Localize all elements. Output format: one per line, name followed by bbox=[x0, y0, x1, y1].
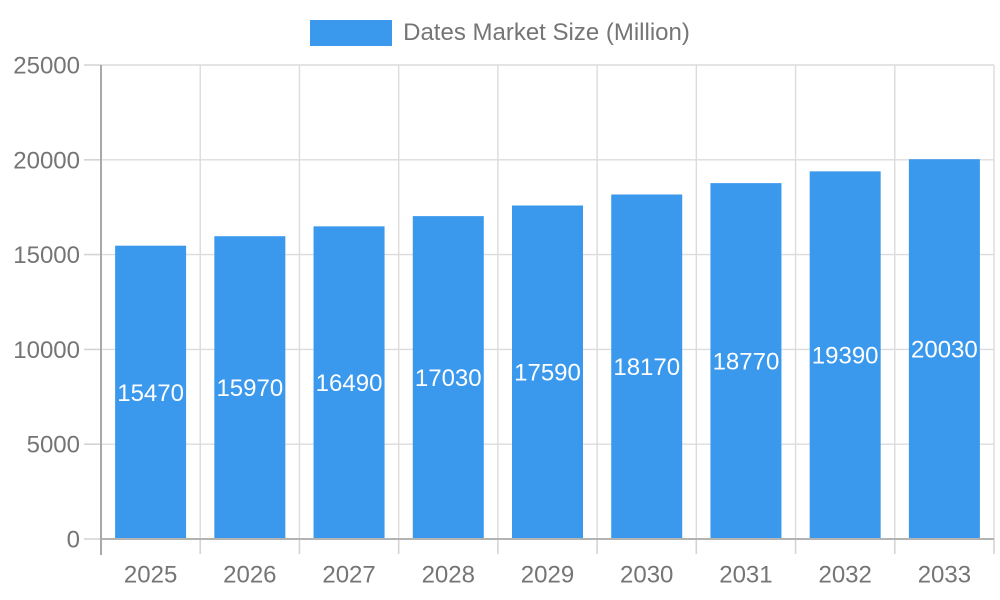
x-axis-label: 2026 bbox=[223, 562, 276, 589]
x-axis-label: 2027 bbox=[322, 562, 375, 589]
bar-value-label: 16490 bbox=[316, 370, 383, 397]
bar-value-label: 20030 bbox=[911, 337, 978, 364]
x-axis-label: 2032 bbox=[818, 562, 871, 589]
bar[interactable] bbox=[214, 236, 286, 539]
bar[interactable] bbox=[313, 226, 385, 539]
bar[interactable] bbox=[115, 245, 187, 540]
x-axis-label: 2028 bbox=[422, 562, 475, 589]
y-axis-label: 0 bbox=[67, 527, 80, 554]
bar-value-label: 18770 bbox=[713, 349, 780, 376]
x-axis-label: 2030 bbox=[620, 562, 673, 589]
bar-value-label: 17030 bbox=[415, 365, 482, 392]
y-axis-label: 5000 bbox=[27, 432, 80, 459]
bar[interactable] bbox=[412, 216, 484, 539]
legend-label: Dates Market Size (Million) bbox=[403, 19, 690, 46]
x-axis-label: 2029 bbox=[521, 562, 574, 589]
x-axis-label: 2025 bbox=[124, 562, 177, 589]
bar[interactable] bbox=[908, 159, 980, 539]
bar[interactable] bbox=[512, 205, 583, 540]
bar-value-label: 18170 bbox=[613, 354, 680, 381]
y-axis-label: 15000 bbox=[13, 242, 80, 269]
bar-value-label: 19390 bbox=[812, 343, 879, 370]
bar[interactable] bbox=[611, 194, 683, 539]
y-axis-label: 25000 bbox=[13, 53, 80, 80]
legend[interactable]: Dates Market Size (Million) bbox=[0, 19, 1000, 47]
y-axis-label: 10000 bbox=[13, 337, 80, 364]
legend-swatch bbox=[310, 20, 393, 46]
bar-value-label: 17590 bbox=[514, 360, 581, 387]
x-axis-label: 2031 bbox=[719, 562, 772, 589]
x-axis-label: 2033 bbox=[918, 562, 971, 589]
bar-value-label: 15470 bbox=[117, 380, 184, 407]
bar[interactable] bbox=[809, 171, 881, 539]
y-axis-label: 20000 bbox=[13, 147, 80, 174]
bar-value-label: 15970 bbox=[216, 375, 283, 402]
bar[interactable] bbox=[710, 183, 782, 540]
